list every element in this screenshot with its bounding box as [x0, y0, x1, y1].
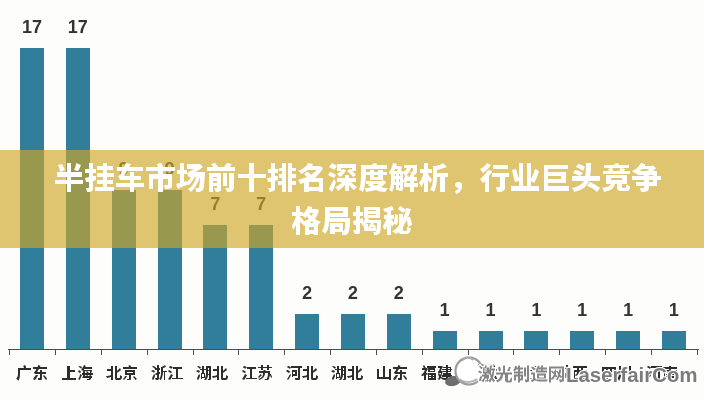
svg-text:LaserfairCom: LaserfairCom [566, 365, 697, 387]
